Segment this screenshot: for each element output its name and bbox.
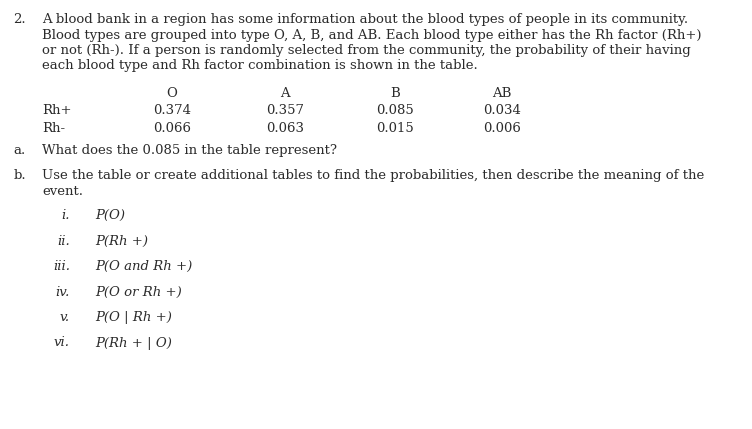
Text: 0.034: 0.034: [483, 105, 521, 118]
Text: b.: b.: [14, 169, 26, 182]
Text: Rh+: Rh+: [42, 105, 71, 118]
Text: v.: v.: [60, 311, 70, 324]
Text: vi.: vi.: [54, 336, 70, 350]
Text: A: A: [280, 87, 290, 100]
Text: 2.: 2.: [14, 13, 26, 26]
Text: a.: a.: [14, 143, 26, 157]
Text: 0.066: 0.066: [153, 122, 191, 135]
Text: P(Rh +): P(Rh +): [95, 235, 148, 248]
Text: O: O: [166, 87, 177, 100]
Text: P(O | Rh +): P(O | Rh +): [95, 311, 172, 324]
Text: P(O and Rh +): P(O and Rh +): [95, 260, 193, 273]
Text: iv.: iv.: [56, 286, 70, 299]
Text: What does the 0.085 in the table represent?: What does the 0.085 in the table represe…: [42, 143, 337, 157]
Text: 0.006: 0.006: [483, 122, 521, 135]
Text: 0.357: 0.357: [266, 105, 304, 118]
Text: P(O or Rh +): P(O or Rh +): [95, 286, 182, 299]
Text: P(Rh + | O): P(Rh + | O): [95, 336, 172, 350]
Text: event.: event.: [42, 184, 83, 197]
Text: 0.063: 0.063: [266, 122, 304, 135]
Text: Use the table or create additional tables to find the probabilities, then descri: Use the table or create additional table…: [42, 169, 705, 182]
Text: i.: i.: [62, 209, 70, 222]
Text: each blood type and Rh factor combination is shown in the table.: each blood type and Rh factor combinatio…: [42, 60, 478, 73]
Text: ii.: ii.: [57, 235, 70, 248]
Text: Rh-: Rh-: [42, 122, 65, 135]
Text: A blood bank in a region has some information about the blood types of people in: A blood bank in a region has some inform…: [42, 13, 688, 26]
Text: B: B: [390, 87, 400, 100]
Text: iii.: iii.: [53, 260, 70, 273]
Text: Blood types are grouped into type O, A, B, and AB. Each blood type either has th: Blood types are grouped into type O, A, …: [42, 28, 702, 42]
Text: 0.374: 0.374: [153, 105, 191, 118]
Text: P(O): P(O): [95, 209, 125, 222]
Text: AB: AB: [493, 87, 511, 100]
Text: or not (Rh-). If a person is randomly selected from the community, the probabili: or not (Rh-). If a person is randomly se…: [42, 44, 691, 57]
Text: 0.085: 0.085: [376, 105, 414, 118]
Text: 0.015: 0.015: [376, 122, 414, 135]
